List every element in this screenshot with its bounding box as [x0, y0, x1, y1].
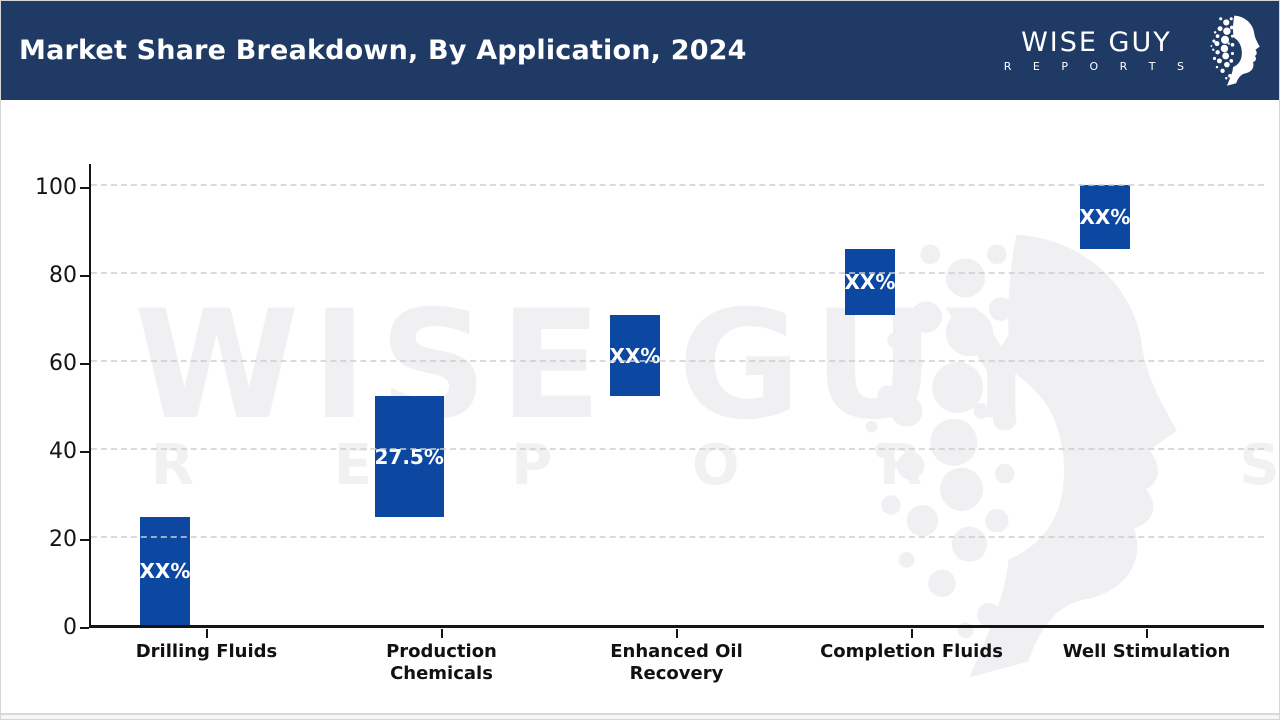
- bar-enhanced-oil-recovery: XX%: [609, 314, 661, 397]
- bar-value-label: XX%: [609, 343, 661, 368]
- bar-completion-fluids: XX%: [844, 248, 896, 315]
- y-tick-mark: [80, 275, 89, 278]
- x-category-label-2: Production Chemicals: [386, 641, 497, 684]
- bar-drilling-fluids: XX%: [139, 517, 191, 625]
- gridline-y80: [91, 272, 1264, 275]
- y-tick-mark: [80, 451, 89, 454]
- y-tick-label-40: 40: [49, 439, 77, 465]
- y-tick-label-20: 20: [49, 527, 77, 553]
- header-bar: Market Share Breakdown, By Application, …: [1, 1, 1279, 100]
- x-tick-mark: [1145, 629, 1148, 638]
- y-tick-mark: [80, 363, 89, 366]
- x-tick-mark: [205, 629, 208, 638]
- x-category-label-1: Drilling Fluids: [135, 641, 278, 662]
- logo-name-text: WISE GUY: [1021, 27, 1172, 58]
- x-tick-mark: [910, 629, 913, 638]
- bottom-strip: [1, 715, 1279, 719]
- bar-value-label: 27.5%: [374, 444, 444, 469]
- logo-face-icon: [1210, 15, 1260, 86]
- y-tick-mark: [80, 187, 89, 190]
- gridline-y60: [91, 360, 1264, 363]
- y-tick-label-60: 60: [49, 351, 77, 377]
- x-tick-mark: [440, 629, 443, 638]
- y-tick-label-80: 80: [49, 263, 77, 289]
- bar-value-label: XX%: [844, 269, 896, 294]
- y-tick-label-0: 0: [63, 615, 77, 640]
- bar-value-label: XX%: [1079, 205, 1131, 230]
- gridline-y40: [91, 448, 1264, 451]
- plot-area: XX% 27.5% XX% XX% XX%: [89, 164, 1264, 628]
- bar-well-stimulation: XX%: [1079, 185, 1131, 249]
- bottom-divider: [1, 713, 1279, 715]
- x-category-label-4: Completion Fluids: [820, 641, 1003, 662]
- bar-production-chemicals: 27.5%: [374, 396, 444, 518]
- wise-guy-logo: WISE GUY R E P O R T S: [1000, 11, 1261, 91]
- logo-sub-text: R E P O R T S: [1003, 60, 1193, 73]
- x-category-label-5: Well Stimulation: [1062, 641, 1231, 662]
- y-tick-label-100: 100: [35, 175, 77, 201]
- y-tick-mark: [80, 627, 89, 629]
- gridline-y20: [91, 536, 1264, 539]
- x-tick-mark: [675, 629, 678, 638]
- y-tick-mark: [80, 539, 89, 542]
- bar-value-label: XX%: [139, 559, 191, 584]
- x-category-label-3: Enhanced Oil Recovery: [610, 641, 743, 684]
- page-title: Market Share Breakdown, By Application, …: [19, 35, 747, 66]
